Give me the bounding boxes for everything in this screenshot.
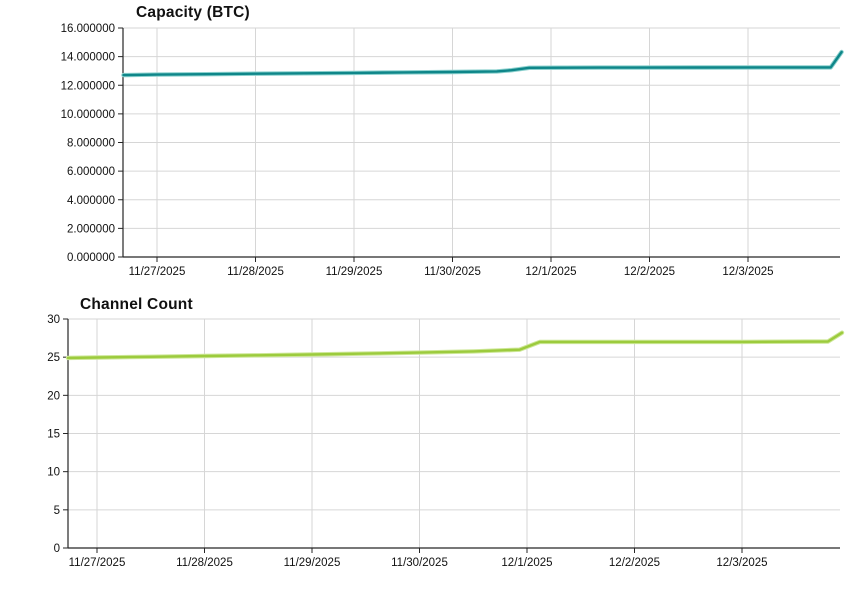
y-tick-label: 12.000000 — [61, 80, 115, 92]
x-tick-label: 11/27/2025 — [129, 266, 186, 278]
channel-count-line — [66, 331, 844, 360]
y-tick-label: 25 — [47, 352, 60, 364]
x-tick-label: 12/2/2025 — [609, 557, 660, 569]
y-tick-label: 14.000000 — [61, 52, 115, 64]
channel-count-line-halo — [65, 330, 845, 361]
x-tick-label: 12/1/2025 — [525, 266, 576, 278]
y-tick-label: 8.000000 — [67, 138, 115, 150]
x-tick-label: 11/29/2025 — [326, 266, 383, 278]
capacity-btc-chart: 16.000000 14.000000 12.000000 10.000000 8.00… — [61, 23, 844, 278]
capacity-chart-title: Capacity (BTC) — [136, 4, 250, 21]
x-tick-label: 12/3/2025 — [722, 266, 773, 278]
x-tick-label: 12/2/2025 — [624, 266, 675, 278]
y-tick-label: 5 — [54, 505, 60, 517]
y-tick-label: 0 — [54, 543, 60, 555]
y-tick-label: 4.000000 — [67, 195, 115, 207]
y-tick-label: 10 — [47, 467, 60, 479]
y-tick-label: 10.000000 — [61, 109, 115, 121]
y-tick-label: 0.000000 — [67, 252, 115, 264]
y-tick-label: 20 — [47, 390, 60, 402]
channel-count-chart-title: Channel Count — [80, 296, 193, 313]
y-tick-label: 2.000000 — [67, 223, 115, 235]
x-tick-label: 11/28/2025 — [227, 266, 284, 278]
x-tick-label: 11/29/2025 — [284, 557, 341, 569]
capacity-btc-line — [122, 50, 843, 77]
x-tick-label: 11/30/2025 — [424, 266, 481, 278]
x-tick-label: 11/28/2025 — [176, 557, 233, 569]
y-tick-label: 16.000000 — [61, 23, 115, 35]
x-tick-label: 11/27/2025 — [69, 557, 126, 569]
x-tick-label: 12/3/2025 — [716, 557, 767, 569]
y-tick-label: 15 — [47, 429, 60, 441]
y-tick-label: 30 — [47, 314, 60, 326]
x-tick-label: 12/1/2025 — [501, 557, 552, 569]
y-tick-label: 6.000000 — [67, 166, 115, 178]
channel-count-chart: 30 25 20 15 10 5 0 11/27/2025 11/28/2025 11/29/20… — [47, 314, 845, 569]
x-tick-label: 11/30/2025 — [391, 557, 448, 569]
